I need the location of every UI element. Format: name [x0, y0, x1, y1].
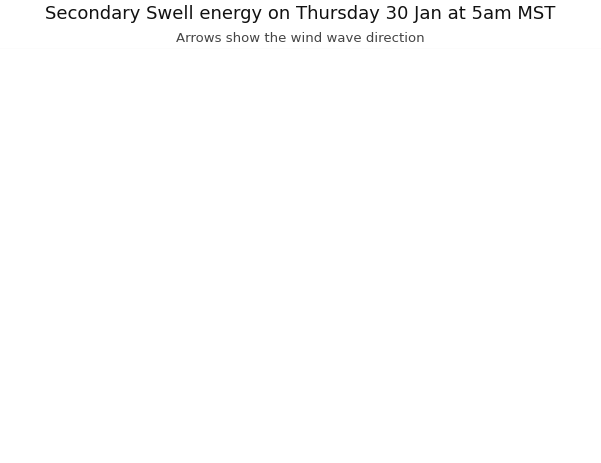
Text: Secondary Swell energy on Thursday 30 Jan at 5am MST: Secondary Swell energy on Thursday 30 Ja…	[45, 5, 556, 23]
Text: Arrows show the wind wave direction: Arrows show the wind wave direction	[176, 31, 425, 44]
Text: cartopy required for map rendering: cartopy required for map rendering	[177, 250, 424, 263]
